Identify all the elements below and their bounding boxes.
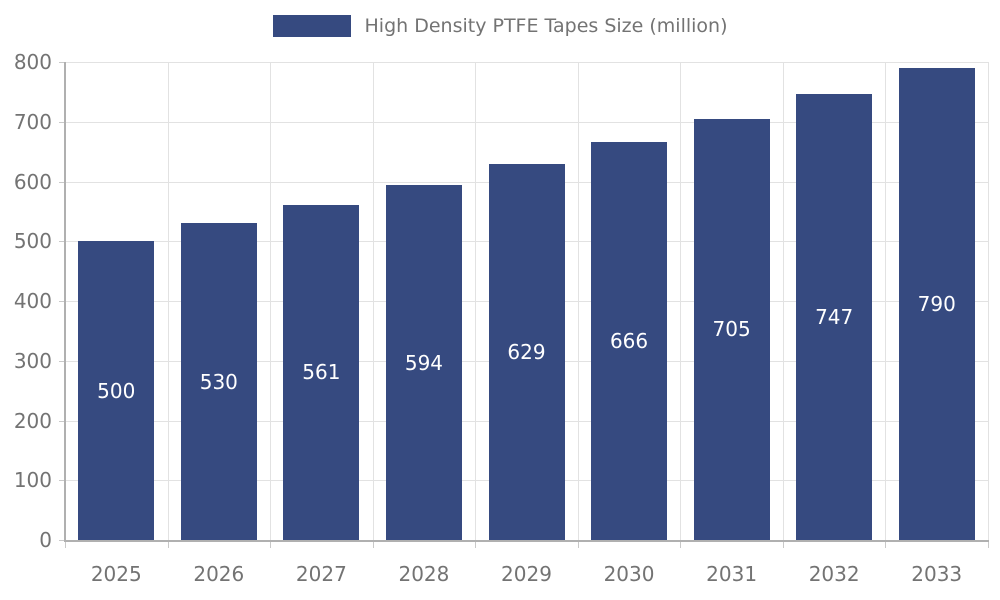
bar: 561 <box>283 204 360 540</box>
y-tick-mark <box>59 121 65 123</box>
x-tick-label: 2027 <box>295 562 347 586</box>
gridline-vertical <box>885 62 887 540</box>
bar: 629 <box>488 164 565 540</box>
x-tick-mark <box>270 542 272 548</box>
bar-value-label: 705 <box>712 317 751 342</box>
gridline-vertical <box>988 62 989 540</box>
y-tick-mark <box>59 360 65 362</box>
x-tick-mark <box>65 542 66 548</box>
x-tick-mark <box>782 542 784 548</box>
y-tick-mark <box>59 241 65 243</box>
bar: 500 <box>78 241 155 540</box>
y-tick-label: 400 <box>13 289 52 313</box>
bar: 594 <box>385 185 462 540</box>
x-tick-mark <box>577 542 579 548</box>
x-tick-label: 2032 <box>808 562 860 586</box>
gridline-vertical <box>167 62 169 540</box>
y-tick-label: 200 <box>13 408 52 433</box>
gridline-vertical <box>270 62 272 540</box>
gridline-vertical <box>372 62 374 540</box>
x-tick-label: 2028 <box>398 562 450 586</box>
x-tick-label: 2031 <box>706 562 758 586</box>
legend: High Density PTFE Tapes Size (million) <box>0 15 1000 37</box>
x-tick-label: 2030 <box>603 562 655 586</box>
bar-value-label: 500 <box>97 378 136 403</box>
y-axis-line <box>64 62 66 542</box>
bar-value-label: 561 <box>302 360 341 385</box>
x-tick-label: 2033 <box>911 562 963 586</box>
bar-value-label: 666 <box>609 329 649 354</box>
y-tick-label: 700 <box>13 109 52 134</box>
bar-value-label: 747 <box>815 304 854 329</box>
y-tick-mark <box>59 181 65 183</box>
x-tick-label: 2029 <box>501 562 552 586</box>
y-tick-label: 500 <box>13 229 52 254</box>
bar-value-label: 594 <box>404 350 444 375</box>
legend-swatch <box>272 15 351 37</box>
bar: 790 <box>898 67 975 540</box>
bar: 705 <box>693 118 770 540</box>
x-tick-mark <box>475 542 477 548</box>
y-tick-mark <box>59 480 65 482</box>
gridline-vertical <box>475 62 477 540</box>
bar-value-label: 790 <box>917 291 956 316</box>
bar: 747 <box>796 93 873 540</box>
x-tick-mark <box>167 542 169 548</box>
gridline-vertical <box>577 62 579 540</box>
x-tick-mark <box>372 542 374 548</box>
x-tick-label: 2026 <box>193 562 245 586</box>
y-tick-label: 300 <box>13 348 52 373</box>
y-tick-mark <box>59 301 65 302</box>
bar: 530 <box>180 223 257 540</box>
y-tick-mark <box>59 420 65 422</box>
y-tick-label: 600 <box>13 169 52 194</box>
y-tick-mark <box>59 540 65 541</box>
bar-value-label: 530 <box>199 369 238 394</box>
legend-label: High Density PTFE Tapes Size (million) <box>364 15 728 37</box>
gridline-horizontal <box>65 62 988 63</box>
y-tick-label: 800 <box>13 50 52 74</box>
x-tick-mark <box>885 542 887 548</box>
x-tick-mark <box>988 542 989 548</box>
gridline-vertical <box>680 62 682 540</box>
x-tick-label: 2025 <box>90 562 142 586</box>
y-tick-label: 0 <box>39 528 52 552</box>
gridline-vertical <box>782 62 784 540</box>
y-tick-mark <box>59 62 65 63</box>
bar: 666 <box>591 142 668 540</box>
x-tick-mark <box>680 542 682 548</box>
x-axis-line <box>64 540 989 542</box>
y-tick-label: 100 <box>13 468 52 493</box>
gridline-horizontal <box>65 121 988 123</box>
bar-value-label: 629 <box>507 340 546 365</box>
